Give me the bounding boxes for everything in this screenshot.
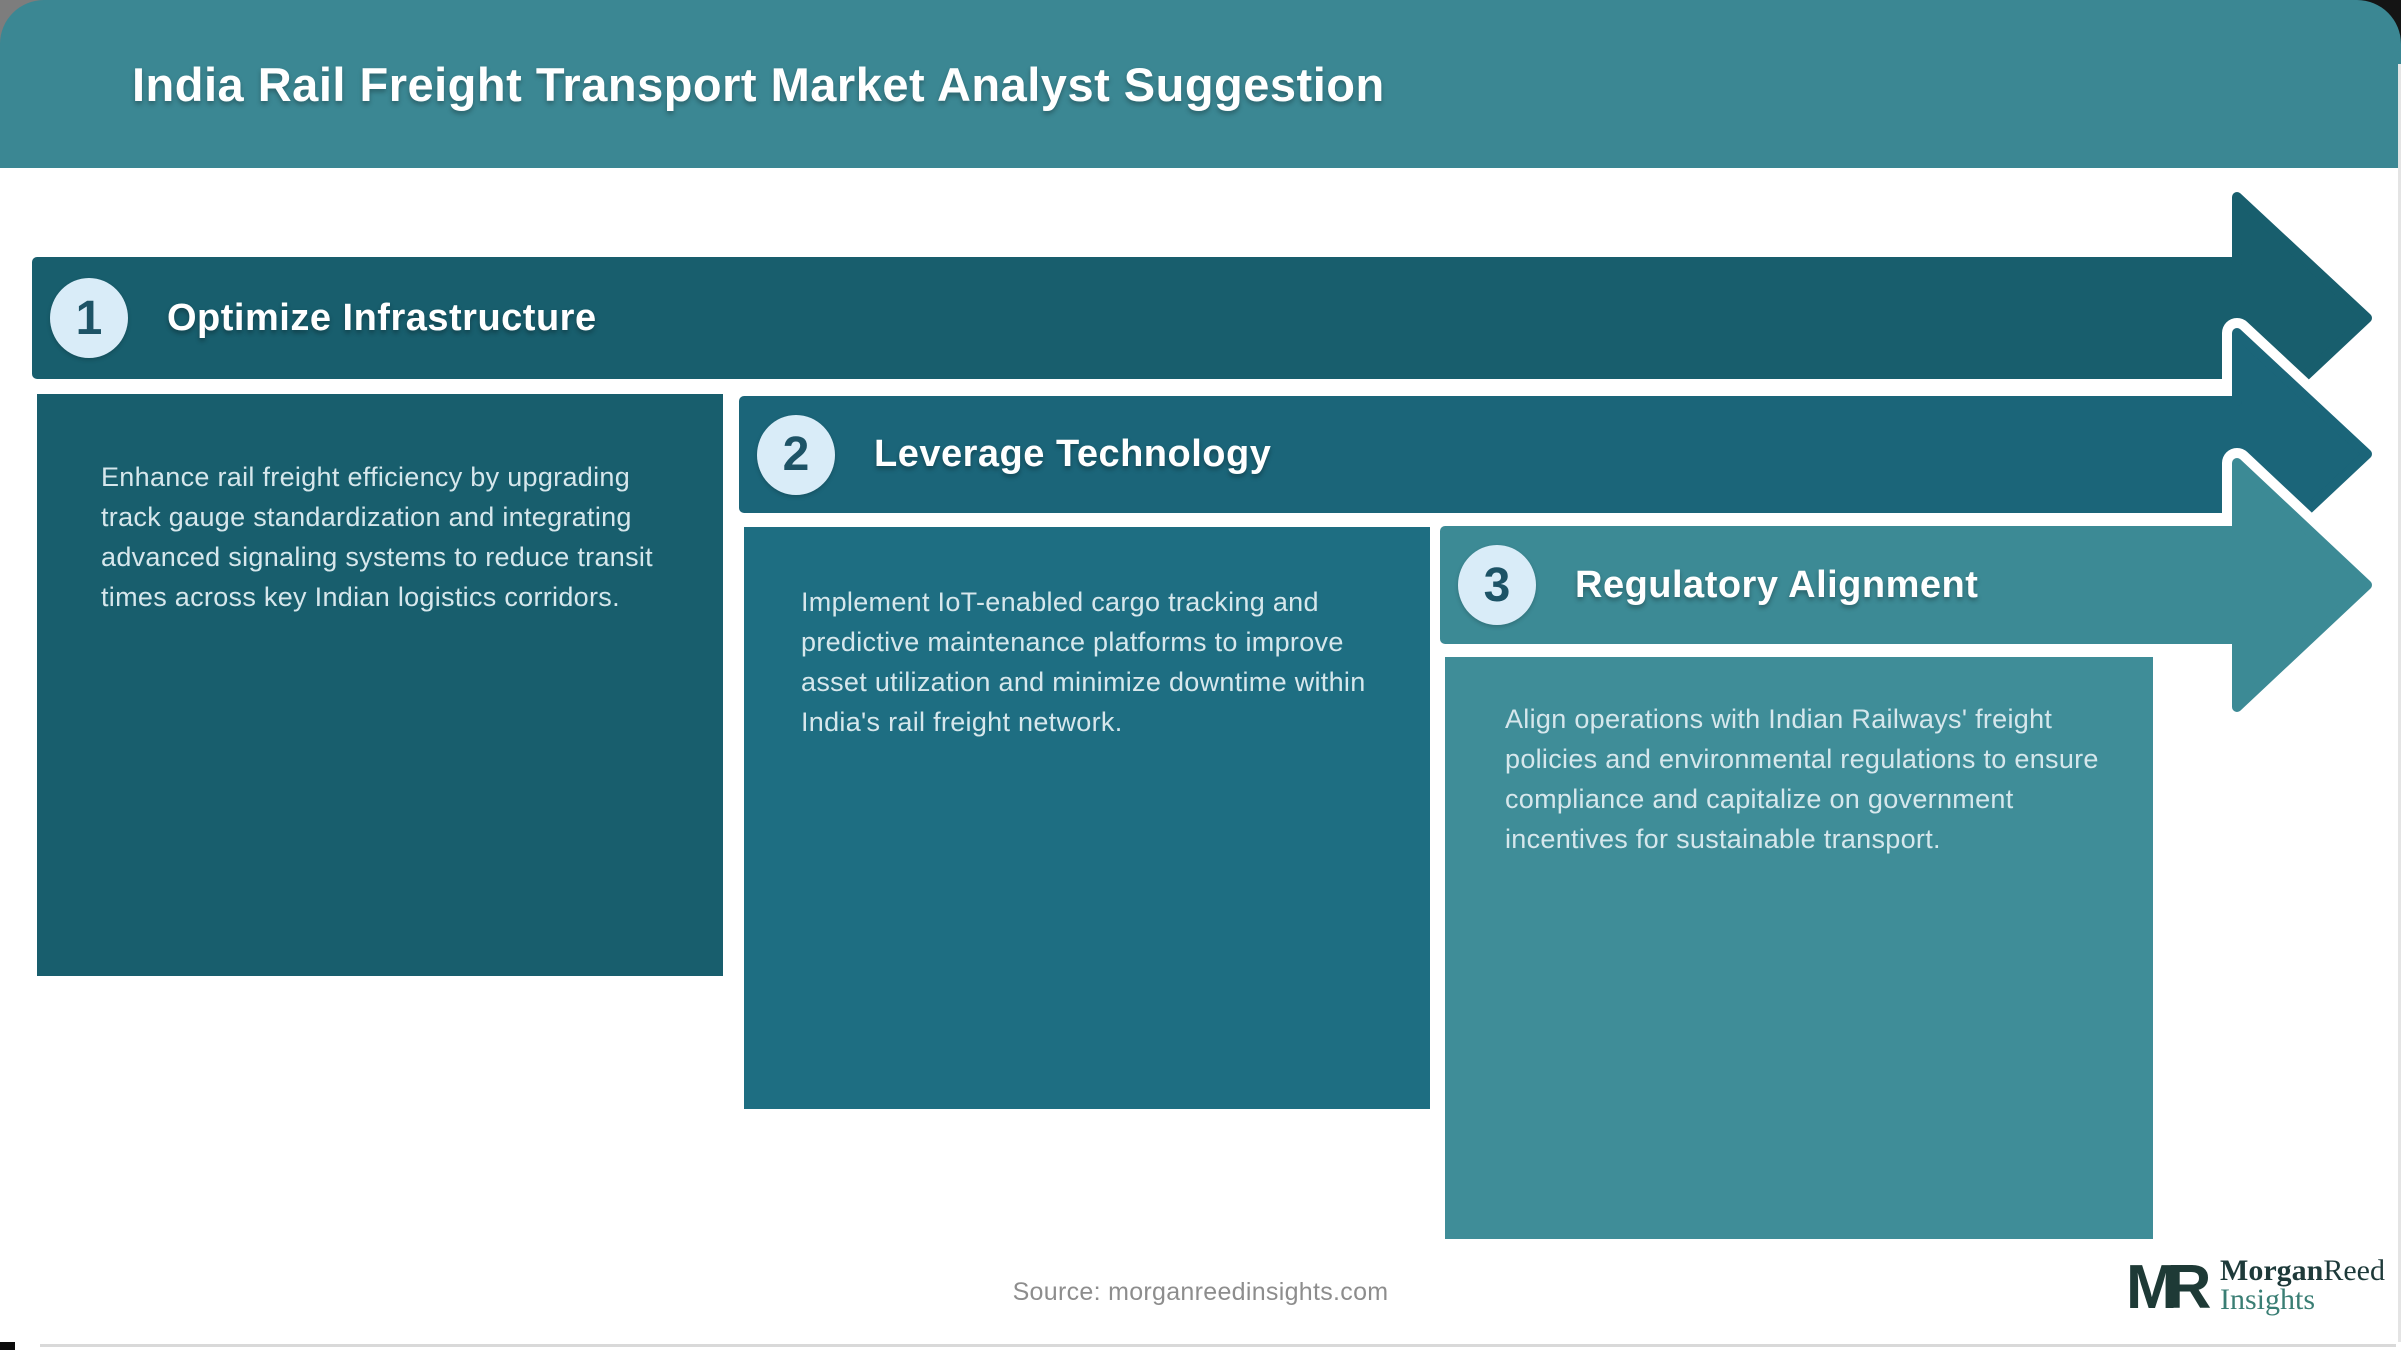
step-2-title: Leverage Technology	[874, 433, 1272, 475]
video-progress-fill	[0, 1342, 15, 1350]
step-3-description-box: Align operations with Indian Railways' f…	[1445, 657, 2153, 1239]
step-3-description: Align operations with Indian Railways' f…	[1505, 704, 2099, 854]
step-1-description: Enhance rail freight efficiency by upgra…	[101, 462, 653, 612]
step-2-description: Implement IoT-enabled cargo tracking and…	[801, 587, 1366, 737]
svg-text:MR: MR	[2130, 1254, 2211, 1316]
logo-subtitle: Insights	[2220, 1283, 2316, 1316]
step-3-title: Regulatory Alignment	[1575, 563, 1979, 606]
screen-edge-line	[2398, 64, 2401, 1342]
step-2-number-badge: 2	[757, 414, 835, 495]
page-title: India Rail Freight Transport Market Anal…	[132, 57, 1385, 111]
step-2-description-box: Implement IoT-enabled cargo tracking and…	[744, 527, 1430, 1109]
step-1-banner: 1 Optimize Infrastructure	[37, 262, 2037, 374]
step-2-banner: 2 Leverage Technology	[744, 401, 2144, 508]
step-3-arrow	[1430, 448, 2382, 722]
mr-monogram-icon: MR	[2130, 1254, 2212, 1316]
source-attribution: Source: morganreedinsights.com	[1012, 1278, 1389, 1306]
step-1-description-box: Enhance rail freight efficiency by upgra…	[37, 394, 723, 976]
morganreed-logo: MR MorganReed Insights	[2130, 1254, 2385, 1316]
logo-name-regular: Reed	[2323, 1254, 2385, 1287]
step-1-title: Optimize Infrastructure	[167, 296, 597, 339]
step-1-number-badge: 1	[50, 278, 128, 358]
header-band: India Rail Freight Transport Market Anal…	[0, 0, 2401, 168]
step-3-banner: 3 Regulatory Alignment	[1445, 531, 2345, 639]
step-3-number-badge: 3	[1458, 545, 1536, 625]
logo-wordmark: MorganReed Insights	[2220, 1254, 2385, 1316]
video-progress-track	[40, 1344, 2396, 1347]
logo-name-bold: Morgan	[2220, 1254, 2324, 1287]
